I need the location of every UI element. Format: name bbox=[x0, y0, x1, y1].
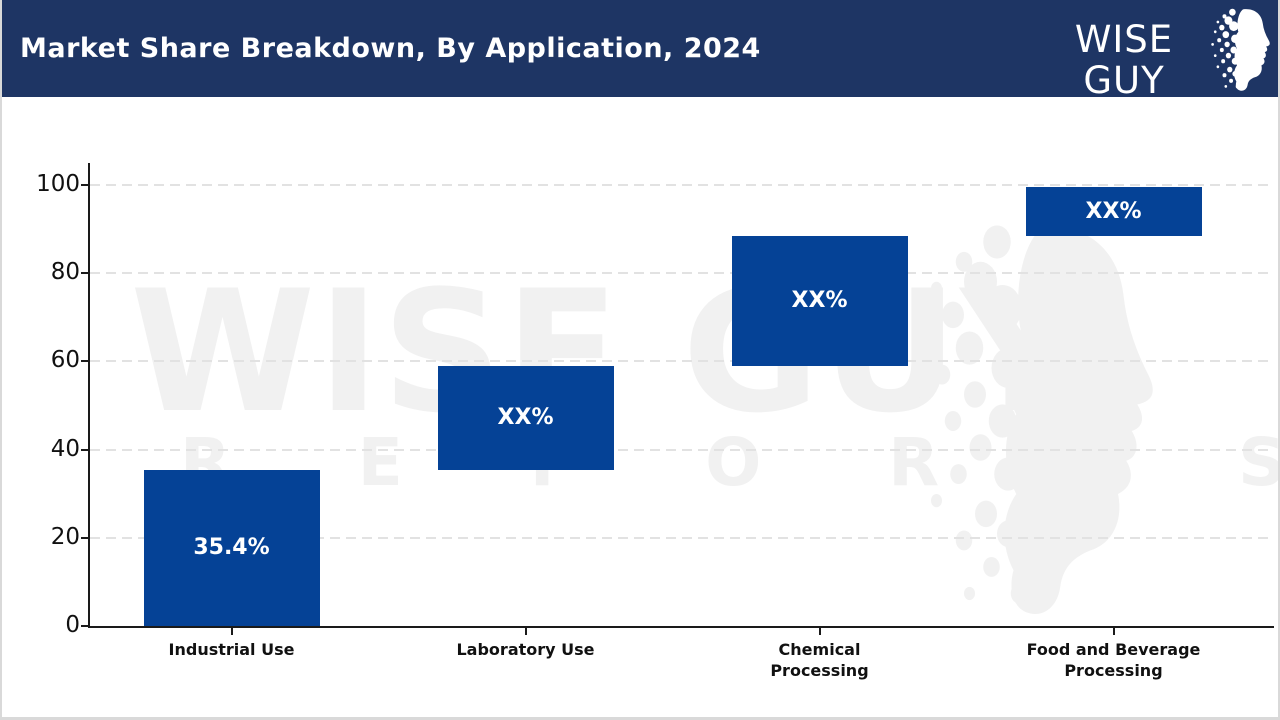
y-tick-mark bbox=[81, 536, 90, 539]
bar-value-label: XX% bbox=[1085, 199, 1142, 224]
y-tick-label: 100 bbox=[36, 171, 80, 198]
x-category-label-line: Laboratory Use bbox=[456, 640, 595, 659]
bar: XX% bbox=[731, 235, 908, 366]
x-category-label: Food and Beverage Processing bbox=[984, 640, 1244, 682]
y-gridline bbox=[90, 448, 1274, 451]
y-tick-label: 80 bbox=[50, 259, 80, 286]
x-tick-mark bbox=[230, 628, 233, 635]
y-tick-label: 40 bbox=[50, 435, 80, 462]
logo-line2: R E P O R T S bbox=[1047, 102, 1207, 133]
x-category-label-line: Chemical bbox=[778, 640, 861, 659]
y-tick-mark bbox=[81, 625, 90, 627]
y-tick-label: 20 bbox=[50, 523, 80, 550]
bar: XX% bbox=[437, 365, 614, 470]
x-category-label-line: Food and Beverage bbox=[1026, 640, 1201, 659]
y-tick-label: 0 bbox=[65, 612, 80, 638]
y-tick-mark bbox=[81, 360, 90, 363]
watermark-head-logo-icon bbox=[887, 222, 1162, 620]
x-category-label-line: Processing bbox=[1064, 660, 1163, 680]
y-gridline bbox=[90, 184, 1274, 187]
page-title: Market Share Breakdown, By Application, … bbox=[20, 33, 761, 64]
y-gridline bbox=[90, 360, 1274, 363]
x-tick-mark bbox=[818, 628, 821, 635]
x-axis-line bbox=[88, 626, 1274, 628]
y-gridline bbox=[90, 272, 1274, 275]
logo-line1: WISE GUY bbox=[1074, 18, 1174, 102]
y-tick-label: 60 bbox=[50, 347, 80, 374]
logo-head-icon bbox=[1206, 8, 1272, 92]
bar-value-label: XX% bbox=[791, 288, 848, 314]
x-tick-mark bbox=[524, 628, 527, 635]
x-tick-mark bbox=[1112, 628, 1115, 635]
x-category-label: Laboratory Use bbox=[396, 640, 656, 661]
wise-guy-reports-logo: WISE GUY R E P O R T S bbox=[1029, 6, 1274, 132]
x-category-label: Chemical Processing bbox=[690, 640, 950, 682]
y-tick-mark bbox=[81, 448, 90, 451]
y-gridline bbox=[90, 536, 1274, 539]
bar: 35.4% bbox=[143, 469, 320, 626]
y-tick-mark bbox=[81, 184, 90, 187]
x-category-label-line: Industrial Use bbox=[168, 640, 295, 659]
x-category-label: Industrial Use bbox=[102, 640, 362, 661]
x-category-label-line: Processing bbox=[770, 660, 869, 680]
y-tick-mark bbox=[81, 272, 90, 275]
bar-value-label: 35.4% bbox=[193, 535, 270, 561]
logo-wordmark: WISE GUY R E P O R T S bbox=[1029, 18, 1219, 133]
y-axis-line bbox=[88, 163, 90, 628]
bar: XX% bbox=[1025, 187, 1202, 236]
header: Market Share Breakdown, By Application, … bbox=[2, 0, 1278, 132]
bar-value-label: XX% bbox=[497, 405, 554, 431]
